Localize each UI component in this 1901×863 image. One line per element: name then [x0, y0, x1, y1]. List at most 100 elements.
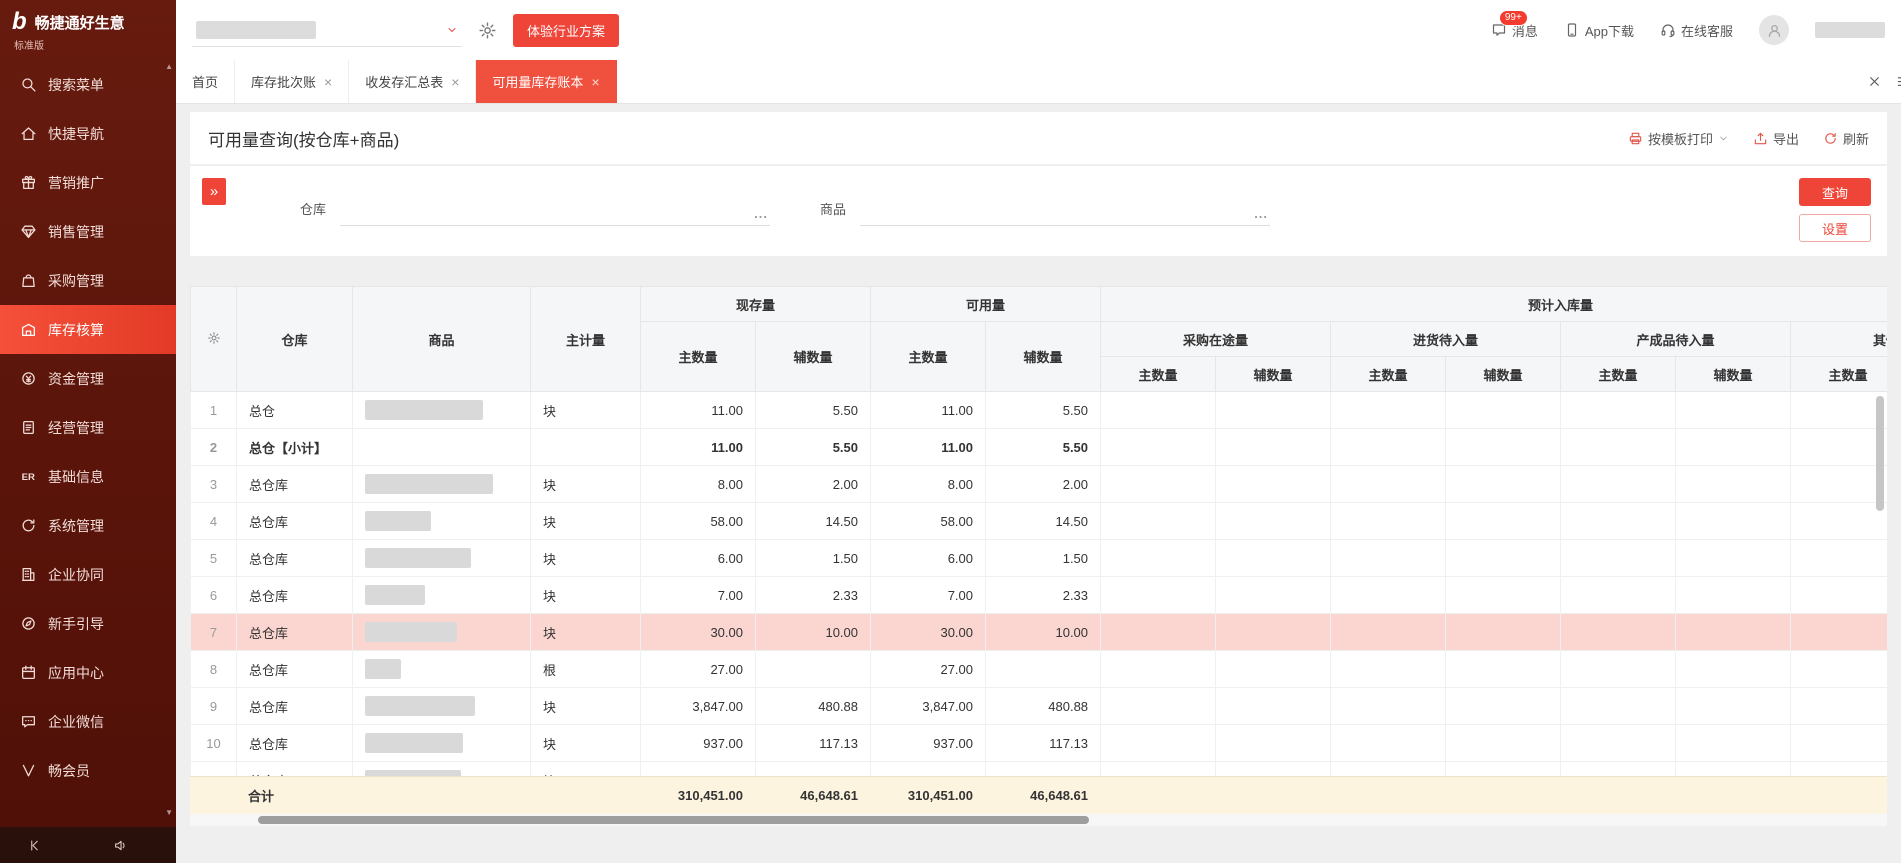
tab-list-icon[interactable]	[1896, 74, 1901, 89]
row-empty-qty	[1675, 502, 1792, 540]
refresh-button[interactable]: 刷新	[1823, 129, 1869, 148]
row-empty-qty	[1100, 613, 1217, 651]
collapse-sidebar-icon[interactable]	[28, 838, 43, 853]
tab-batch-ledger[interactable]: 库存批次账 ×	[235, 60, 350, 103]
gear-icon[interactable]	[478, 21, 497, 40]
close-all-tabs-icon[interactable]	[1867, 74, 1882, 89]
headset-icon	[1660, 22, 1676, 38]
redacted-select-value	[196, 20, 316, 39]
row-seq: 5	[190, 539, 237, 577]
table-row[interactable]: 2 总仓【小计】 11.00 5.50 11.00 5.50	[190, 428, 1887, 466]
trial-plan-button[interactable]: 体验行业方案	[513, 13, 620, 47]
sidebar-item-system[interactable]: 系统管理	[0, 501, 176, 550]
sidebar-item-collaboration[interactable]: 企业协同	[0, 550, 176, 599]
row-warehouse: 总仓库	[236, 502, 353, 540]
totals-empty-cell	[1100, 776, 1215, 815]
table-row[interactable]: 4 总仓库块 58.00 14.50 58.00 14.50	[190, 502, 1887, 540]
col-header-main-qty: 主数量	[640, 321, 756, 392]
sidebar-scroll-down-icon[interactable]: ▼	[165, 808, 173, 817]
tab-close-icon[interactable]: ×	[451, 73, 460, 90]
topbar: 体验行业方案 消息 99+ App下载 在线客服	[176, 0, 1901, 60]
sidebar-item-purchase[interactable]: 采购管理	[0, 256, 176, 305]
row-empty-qty	[1560, 465, 1677, 503]
row-current-main: 6.00	[640, 539, 756, 577]
horizontal-scrollbar[interactable]	[190, 814, 1887, 826]
sidebar-item-sales[interactable]: 销售管理	[0, 207, 176, 256]
refresh-icon	[1823, 131, 1838, 146]
row-current-aux: 5.50	[754, 428, 872, 466]
vertical-scrollbar[interactable]	[1876, 396, 1884, 772]
totals-empty-cell	[530, 776, 640, 815]
expand-filters-button[interactable]: »	[202, 178, 226, 205]
row-empty-qty	[1675, 687, 1792, 725]
table-header: 仓库 商品 主计量 现存量 可用量 预计入库量 主数量 辅数量	[190, 286, 1887, 392]
sidebar-item-marketing[interactable]: 营销推广	[0, 158, 176, 207]
vertical-scrollbar-thumb[interactable]	[1876, 396, 1884, 511]
query-button[interactable]: 查询	[1799, 178, 1871, 206]
row-current-aux	[754, 650, 872, 688]
horizontal-scrollbar-thumb[interactable]	[257, 816, 1090, 824]
sidebar-item-member[interactable]: 畅会员	[0, 746, 176, 795]
row-current-main: 110.00	[640, 761, 756, 776]
row-empty-qty	[1330, 465, 1447, 503]
sidebar-item-funds[interactable]: 资金管理	[0, 354, 176, 403]
tab-inout-summary[interactable]: 收发存汇总表 ×	[349, 60, 477, 103]
row-empty-qty	[1675, 724, 1792, 762]
export-button[interactable]: 导出	[1753, 129, 1799, 148]
print-by-template-button[interactable]: 按模板打印	[1628, 129, 1729, 148]
totals-label: 合计	[236, 776, 352, 815]
messages-button[interactable]: 消息 99+	[1491, 9, 1538, 40]
warehouse-picker-button[interactable]: ...	[754, 206, 769, 221]
table-row[interactable]: 6 总仓库块 7.00 2.33 7.00 2.33	[190, 576, 1887, 614]
home-icon	[20, 125, 37, 142]
tab-home[interactable]: 首页	[176, 60, 236, 103]
sidebar-scroll-up-icon[interactable]: ▲	[165, 62, 173, 71]
tab-close-icon[interactable]: ×	[591, 73, 600, 90]
table-row[interactable]: 7 总仓库块 30.00 10.00 30.00 10.00	[190, 613, 1887, 651]
redacted-product	[365, 474, 493, 494]
column-settings-icon[interactable]	[207, 331, 221, 345]
diamond-icon	[20, 223, 37, 240]
sidebar-item-basic-info[interactable]: ER 基础信息	[0, 452, 176, 501]
product-picker-button[interactable]: ...	[1254, 206, 1269, 221]
volume-icon[interactable]	[113, 838, 128, 853]
table-row[interactable]: 1 总仓块 11.00 5.50 11.00 5.50	[190, 391, 1887, 429]
row-empty-qty	[1790, 576, 1887, 614]
warehouse-input[interactable]: ...	[340, 196, 771, 226]
sidebar-item-inventory[interactable]: 库存核算	[0, 305, 176, 354]
tab-close-icon[interactable]: ×	[324, 73, 333, 90]
table-body: 1 总仓块 11.00 5.50 11.00 5.50 2 总仓【小计】 11.00 5.50 11…	[190, 391, 1887, 776]
table-row[interactable]: 3 总仓库块 8.00 2.00 8.00 2.00	[190, 465, 1887, 503]
app-download-button[interactable]: App下载	[1564, 21, 1634, 40]
settings-button[interactable]: 设置	[1799, 214, 1871, 242]
sidebar-item-guide[interactable]: 新手引导	[0, 599, 176, 648]
sidebar-item-app-center[interactable]: 应用中心	[0, 648, 176, 697]
table-row[interactable]: 8 总仓库根 27.00 27.00	[190, 650, 1887, 688]
row-empty-qty	[1445, 687, 1562, 725]
row-seq: 4	[190, 502, 237, 540]
table-row[interactable]: 10 总仓库块 937.00 117.13 937.00 117.13	[190, 724, 1887, 762]
row-seq: 1	[190, 391, 237, 429]
sidebar-item-operations[interactable]: 经营管理	[0, 403, 176, 452]
sidebar-item-search-menu[interactable]: 搜索菜单	[0, 60, 176, 109]
table-row[interactable]: 9 总仓库块 3,847.00 480.88 3,847.00 480.88	[190, 687, 1887, 725]
table-row[interactable]: 5 总仓库块 6.00 1.50 6.00 1.50	[190, 539, 1887, 577]
sidebar-item-wecom[interactable]: 企业微信	[0, 697, 176, 746]
row-empty-qty	[1330, 613, 1447, 651]
export-label: 导出	[1772, 131, 1799, 147]
col-group-inbound-pending: 进货待入量	[1330, 321, 1562, 357]
sidebar-item-quick-nav[interactable]: 快捷导航	[0, 109, 176, 158]
row-warehouse: 总仓【小计】	[236, 428, 353, 466]
row-warehouse: 总仓库	[236, 539, 353, 577]
totals-empty-cell	[1330, 776, 1445, 815]
product-input[interactable]: ...	[860, 196, 1271, 226]
avatar[interactable]	[1759, 15, 1789, 45]
search-icon	[20, 76, 37, 93]
row-available-aux: 1.50	[985, 539, 1102, 577]
sidebar-item-label: 企业协同	[48, 566, 104, 583]
org-select[interactable]	[192, 13, 462, 47]
online-service-button[interactable]: 在线客服	[1660, 21, 1733, 40]
row-available-main: 7.00	[870, 576, 987, 614]
tab-available-ledger[interactable]: 可用量库存账本 ×	[476, 60, 617, 103]
